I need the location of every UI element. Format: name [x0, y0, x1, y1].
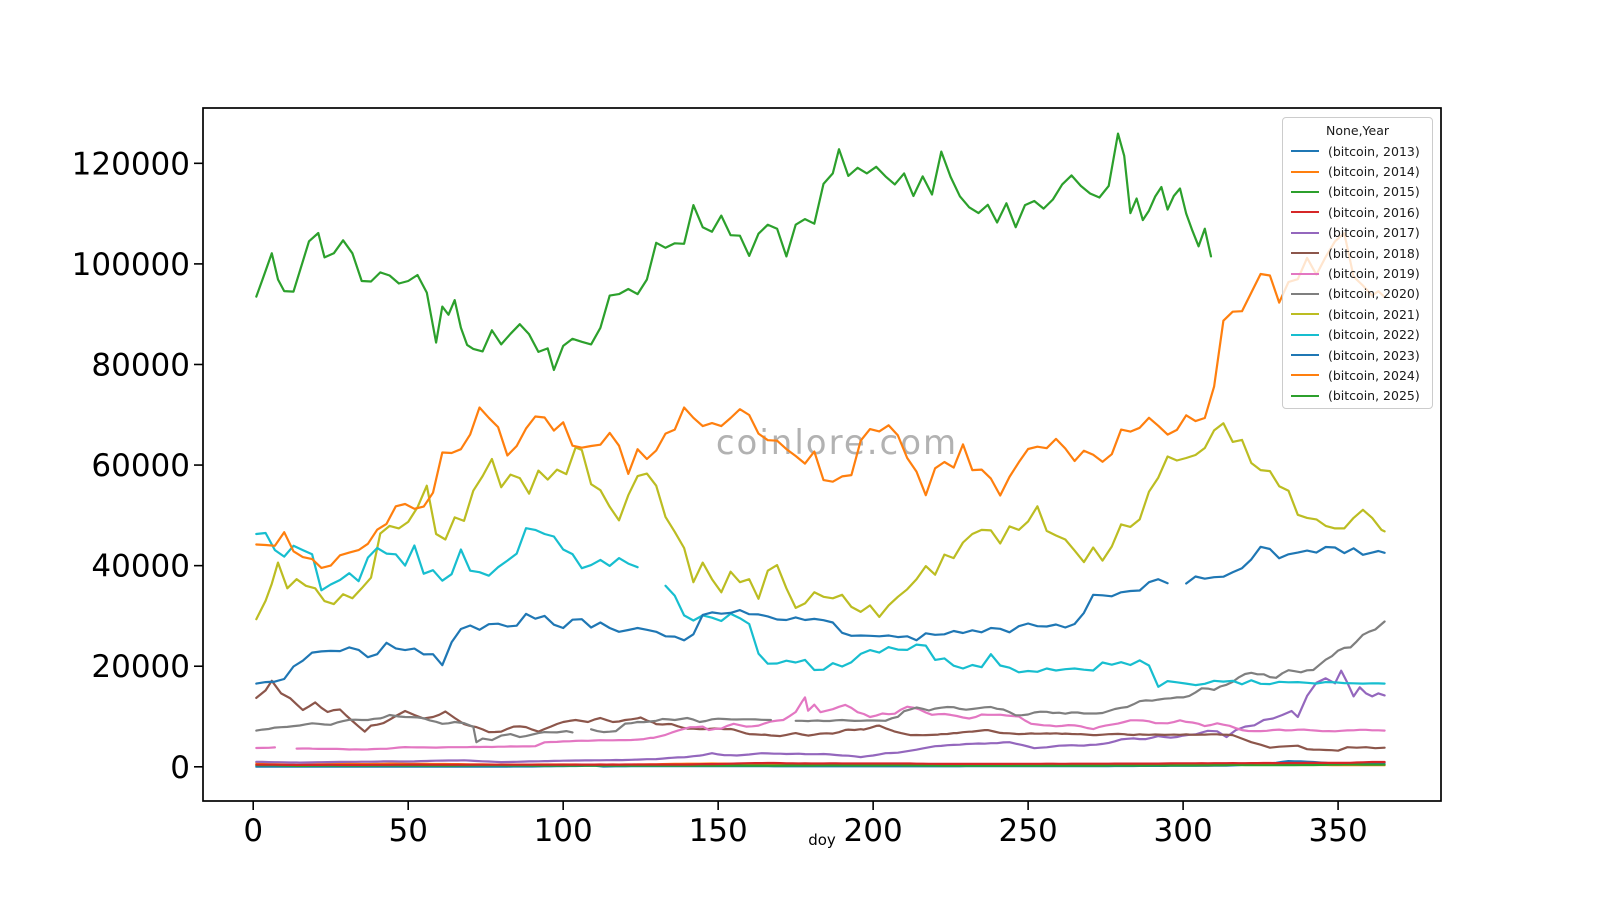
legend-item-2022: (bitcoin, 2022) [1283, 325, 1432, 345]
legend-swatch-line [1291, 150, 1319, 153]
y-tick-label: 60000 [91, 448, 190, 484]
legend-item-label: (bitcoin, 2021) [1328, 306, 1420, 322]
x-tick-label: 350 [1309, 813, 1368, 849]
legend-item-label: (bitcoin, 2024) [1328, 367, 1420, 383]
legend-swatch-line [1291, 394, 1319, 397]
legend-item-label: (bitcoin, 2022) [1328, 327, 1420, 343]
legend-item-2021: (bitcoin, 2021) [1283, 304, 1432, 324]
legend-swatch-line [1291, 354, 1319, 357]
legend-title: None,Year [1325, 123, 1390, 138]
legend-item-2025: (bitcoin, 2025) [1283, 386, 1432, 406]
series-line-2022 [255, 527, 1386, 688]
legend-swatch-line [1291, 211, 1319, 214]
x-tick-label: 250 [999, 813, 1058, 849]
legend-swatch-line [1291, 313, 1319, 316]
x-tick-label: 50 [388, 813, 427, 849]
legend-item-label: (bitcoin, 2015) [1328, 184, 1420, 200]
legend-item-2014: (bitcoin, 2014) [1283, 161, 1432, 181]
series-line-2020 [255, 620, 1386, 744]
x-tick-label: 200 [844, 813, 903, 849]
legend-item-2018: (bitcoin, 2018) [1283, 243, 1432, 263]
series-line-2019 [255, 696, 1386, 751]
legend-swatch-line [1291, 190, 1319, 193]
legend-swatch-line [1291, 252, 1319, 255]
series-line-2023 [255, 545, 1386, 685]
legend-item-2013: (bitcoin, 2013) [1283, 141, 1432, 161]
legend-item-label: (bitcoin, 2018) [1328, 245, 1420, 261]
series-line-2025 [255, 132, 1213, 372]
legend-item-2019: (bitcoin, 2019) [1283, 263, 1432, 283]
x-tick-label: 150 [689, 813, 748, 849]
x-tick-label: 100 [534, 813, 593, 849]
legend-item-2015: (bitcoin, 2015) [1283, 182, 1432, 202]
legend-item-2016: (bitcoin, 2016) [1283, 202, 1432, 222]
x-axis-label: doy [808, 831, 836, 849]
x-tick-label: 300 [1154, 813, 1213, 849]
legend-item-label: (bitcoin, 2013) [1328, 143, 1420, 159]
legend-item-label: (bitcoin, 2014) [1328, 164, 1420, 180]
series-line-2024 [255, 232, 1386, 569]
legend-item-label: (bitcoin, 2023) [1328, 347, 1420, 363]
series-line-2018 [255, 679, 1386, 752]
y-tick-label: 40000 [91, 549, 190, 585]
legend-item-2023: (bitcoin, 2023) [1283, 345, 1432, 365]
y-tick-label: 100000 [72, 247, 190, 283]
plot-border [202, 107, 1442, 802]
y-tick-label: 80000 [91, 347, 190, 383]
legend-item-label: (bitcoin, 2025) [1328, 388, 1420, 404]
series-line-2017 [255, 669, 1386, 764]
legend-swatch-line [1291, 292, 1319, 295]
legend-item-2020: (bitcoin, 2020) [1283, 284, 1432, 304]
legend-item-label: (bitcoin, 2016) [1328, 204, 1420, 220]
x-tick-label: 0 [243, 813, 263, 849]
legend-swatch-line [1291, 231, 1319, 234]
legend-item-label: (bitcoin, 2017) [1328, 225, 1420, 241]
series-line-2021 [255, 422, 1386, 621]
y-tick-label: 20000 [91, 649, 190, 685]
legend-item-label: (bitcoin, 2020) [1328, 286, 1420, 302]
legend-swatch-line [1291, 170, 1319, 173]
legend-item-label: (bitcoin, 2019) [1328, 266, 1420, 282]
legend: None,Year (bitcoin, 2013) (bitcoin, 2014)… [1282, 117, 1433, 409]
series-line-2016 [255, 760, 1386, 767]
legend-item-2024: (bitcoin, 2024) [1283, 365, 1432, 385]
y-tick-label: 120000 [72, 146, 190, 182]
legend-swatch-line [1291, 374, 1319, 377]
y-tick-label: 0 [170, 750, 190, 786]
legend-item-2017: (bitcoin, 2017) [1283, 223, 1432, 243]
legend-swatch-line [1291, 272, 1319, 275]
legend-swatch-line [1291, 333, 1319, 336]
